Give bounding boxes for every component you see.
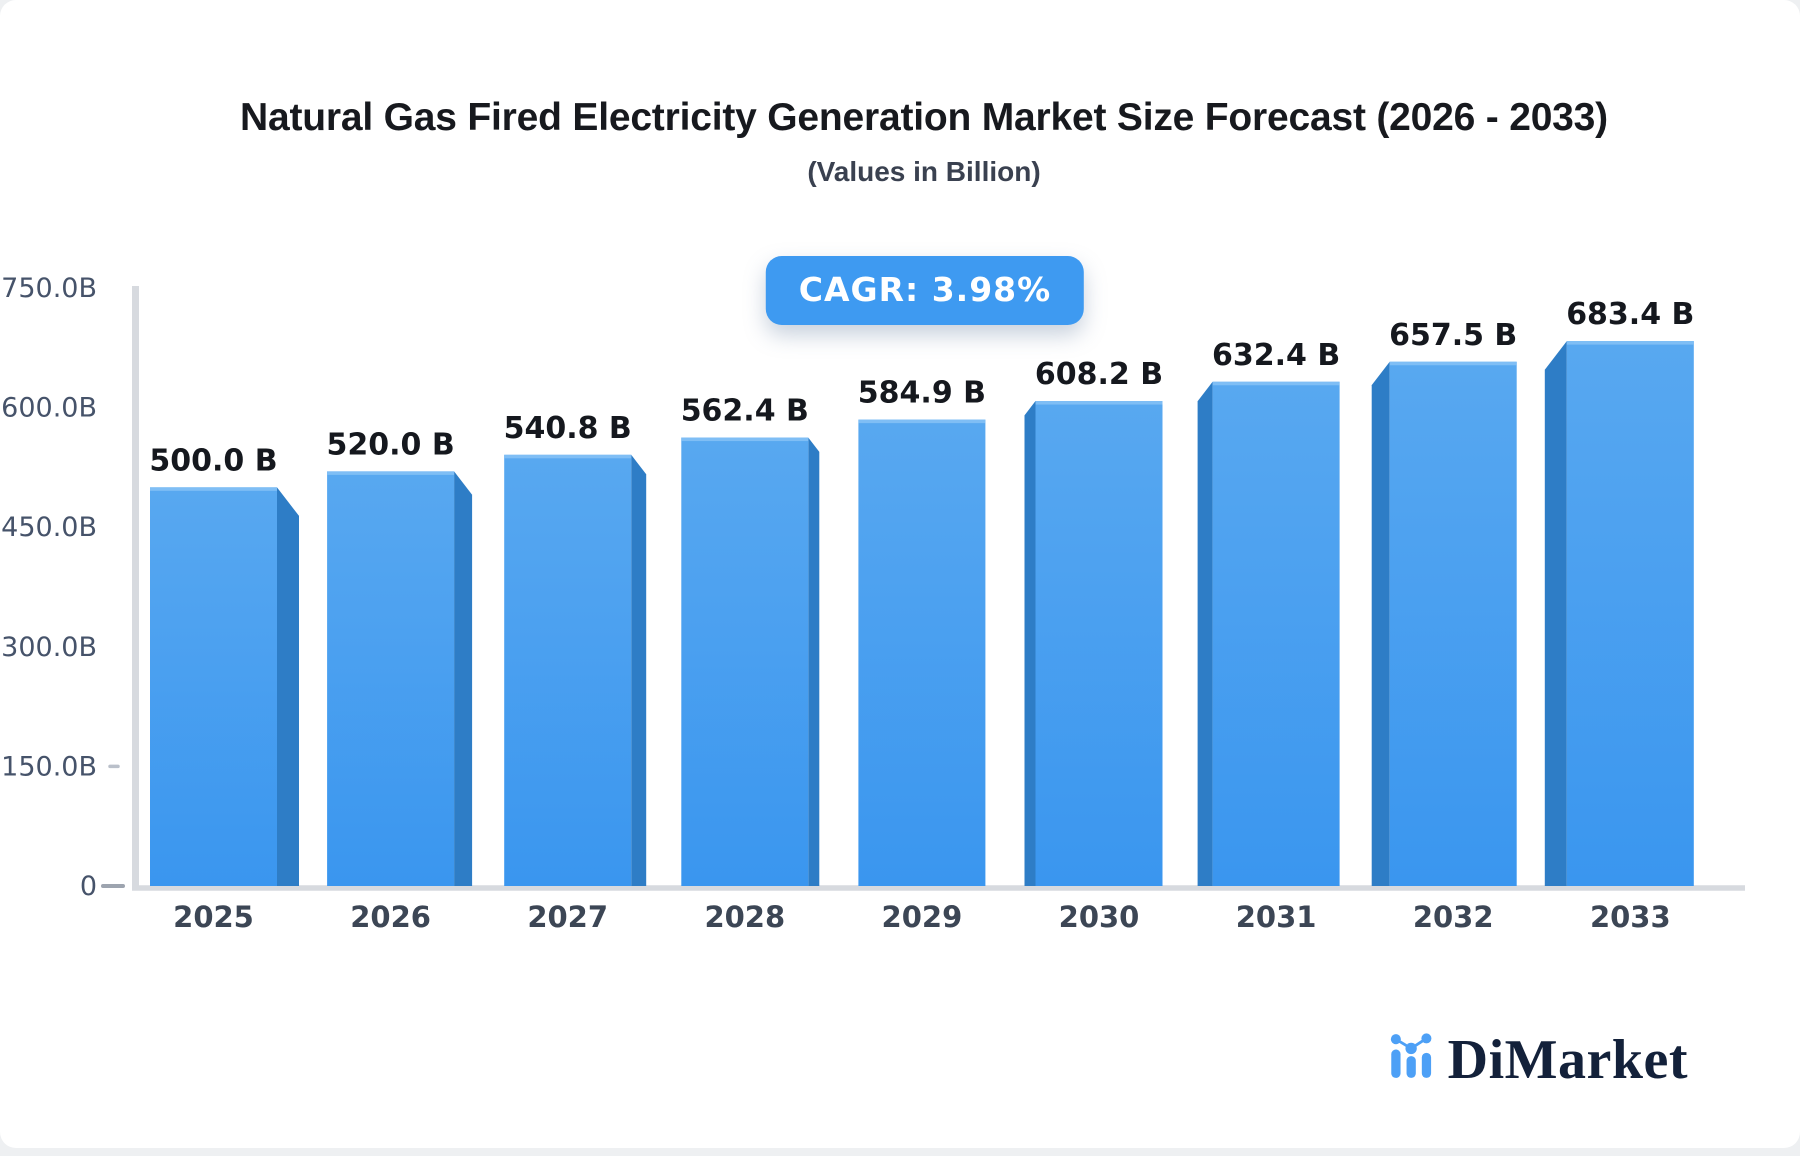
bar-value-label: 608.2 B — [1035, 357, 1163, 392]
bar-face — [1035, 401, 1163, 886]
bar-side-panel — [808, 437, 820, 886]
x-axis-label: 2033 — [1590, 900, 1671, 934]
bar-top-highlight — [1035, 401, 1163, 405]
x-axis-label: 2031 — [1236, 900, 1317, 934]
bar-group-2033: 683.4 B 2033 — [1544, 297, 1694, 934]
bar-face — [327, 471, 455, 886]
y-axis-tick-label: 450.0B — [1, 512, 97, 543]
x-axis-label: 2026 — [350, 900, 431, 934]
bar-side-panel — [454, 471, 473, 886]
bar-top-highlight — [1212, 381, 1340, 386]
bar-top-highlight — [327, 471, 455, 475]
bar-top-highlight — [858, 419, 986, 424]
bar-side-panel — [1197, 381, 1213, 886]
y-axis-tick-label: 600.0B — [1, 393, 97, 424]
mini-bar-line-chart-icon — [1390, 1033, 1432, 1078]
bar-top-highlight — [681, 437, 809, 442]
bar-group-2027: 540.8 B 2027 — [504, 411, 647, 934]
bar-value-label: 562.4 B — [681, 394, 809, 429]
bar-side-panel — [1544, 341, 1567, 886]
bar-face — [858, 419, 986, 886]
bar-value-label: 584.9 B — [858, 376, 986, 411]
bar-side-panel — [1371, 361, 1390, 887]
bar-group-2031: 632.4 B 2031 — [1197, 338, 1340, 934]
bar-group-2029: 584.9 B 2029 — [858, 376, 986, 934]
y-axis-tick-label: 0 — [80, 871, 97, 902]
bar-face — [150, 487, 277, 886]
bar-side-panel — [277, 487, 299, 886]
y-axis-tick-label: 750.0B — [1, 273, 97, 304]
y-axis-tick-label: 300.0B — [1, 632, 97, 663]
bar-face — [1566, 341, 1694, 886]
bar-face — [1212, 381, 1340, 886]
brand-name: DiMarket — [1447, 1029, 1688, 1091]
bar-value-label: 657.5 B — [1389, 318, 1517, 353]
brand-logo: DiMarket — [1388, 1032, 1688, 1088]
bar-top-highlight — [1566, 341, 1694, 345]
x-axis-label: 2028 — [704, 900, 785, 934]
x-axis-label: 2032 — [1413, 900, 1494, 934]
cagr-badge: CAGR: 3.98% — [765, 256, 1085, 325]
bar-face — [504, 454, 632, 886]
bar-group-2032: 657.5 B 2032 — [1371, 318, 1517, 934]
x-axis-label: 2030 — [1059, 900, 1140, 934]
bar-group-2026: 520.0 B 2026 — [326, 427, 473, 934]
bar-group-2028: 562.4 B 2028 — [681, 394, 820, 934]
bar-value-label: 683.4 B — [1566, 297, 1694, 332]
bar-side-panel — [631, 454, 647, 886]
bar-side-panel — [1024, 401, 1036, 886]
bar-value-label: 632.4 B — [1212, 338, 1340, 373]
y-axis-tick-label: 150.0B — [1, 751, 97, 782]
x-axis-label: 2025 — [173, 900, 254, 934]
x-axis-label: 2029 — [882, 900, 963, 934]
bar-top-highlight — [1389, 361, 1517, 366]
bar-face — [681, 437, 809, 886]
x-axis-label: 2027 — [527, 900, 608, 934]
bar-top-highlight — [504, 454, 632, 459]
bar-top-highlight — [150, 487, 277, 491]
bar-face — [1389, 361, 1517, 887]
bar-value-label: 540.8 B — [504, 411, 632, 446]
bar-group-2025: 500.0 B 2025 — [149, 443, 299, 934]
bar-value-label: 520.0 B — [326, 427, 454, 462]
bar-group-2030: 608.2 B 2030 — [1024, 357, 1163, 934]
bar-value-label: 500.0 B — [149, 443, 277, 478]
